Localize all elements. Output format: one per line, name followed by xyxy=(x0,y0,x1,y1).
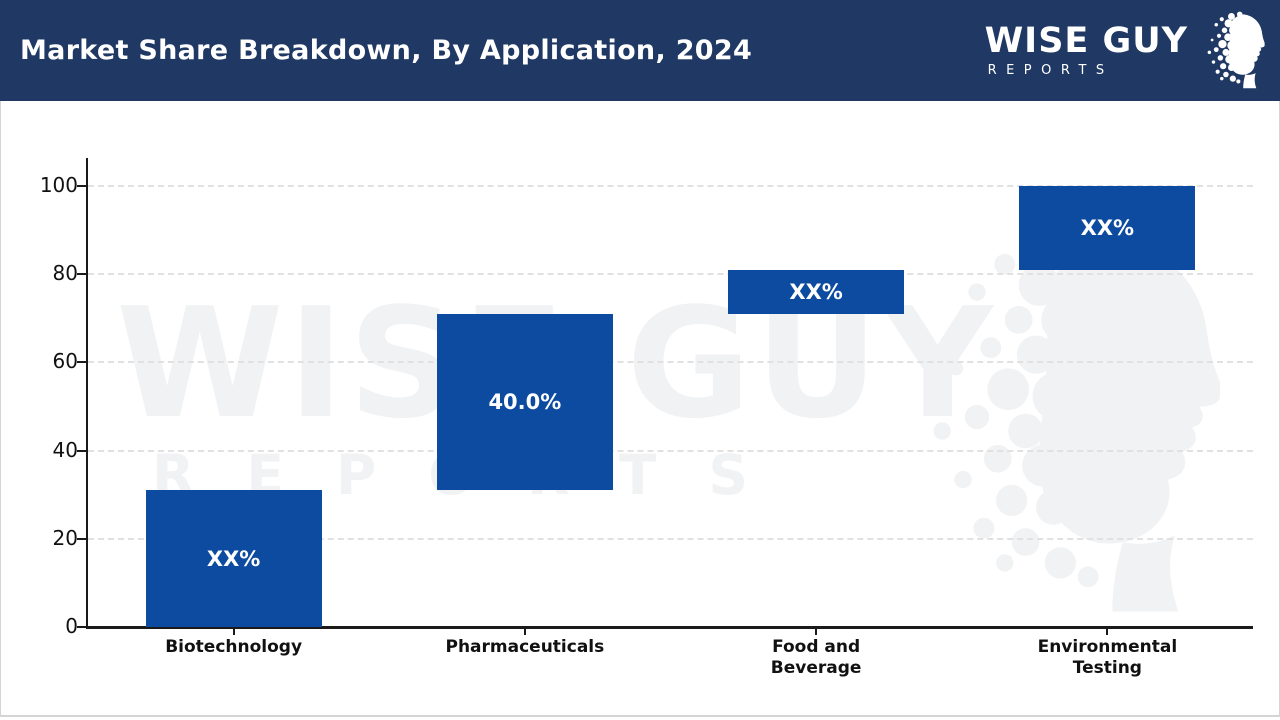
page-title: Market Share Breakdown, By Application, … xyxy=(20,35,753,66)
bar-value-label: XX% xyxy=(1080,215,1135,240)
logo-wordmark: WISE GUY xyxy=(984,21,1188,61)
y-tick-mark xyxy=(77,449,86,452)
x-tick-mark xyxy=(1106,627,1109,635)
y-tick-label: 20 xyxy=(52,525,78,550)
bar: XX% xyxy=(1019,186,1196,270)
wiseguy-logo: WISE GUY REPORTS xyxy=(985,10,1266,92)
gridline xyxy=(88,361,1253,364)
y-tick-mark xyxy=(77,626,86,628)
x-tick-mark xyxy=(232,627,235,635)
x-tick-mark xyxy=(815,627,818,635)
bar: XX% xyxy=(145,490,322,627)
logo-text: WISE GUY REPORTS xyxy=(984,21,1188,78)
y-tick-mark xyxy=(77,273,86,276)
y-tick-mark xyxy=(77,361,86,364)
y-tick-label: 0 xyxy=(65,614,78,638)
x-tick-label: Environmental Testing xyxy=(1037,637,1178,679)
y-tick-label: 100 xyxy=(39,173,78,197)
logo-subtext: REPORTS xyxy=(987,63,1114,78)
bar: 40.0% xyxy=(436,313,613,491)
gridline xyxy=(88,273,1253,276)
y-tick-label: 40 xyxy=(52,437,78,462)
y-tick-mark xyxy=(77,537,86,540)
bar: XX% xyxy=(728,269,905,314)
x-axis-line xyxy=(86,626,1253,629)
y-tick-mark xyxy=(77,185,86,187)
bar-value-label: XX% xyxy=(206,546,261,571)
bar-value-label: XX% xyxy=(789,279,843,304)
y-tick-label: 60 xyxy=(52,349,78,374)
x-tick-label: Biotechnology xyxy=(165,637,303,657)
header-bar: Market Share Breakdown, By Application, … xyxy=(0,0,1280,101)
bar-value-label: 40.0% xyxy=(488,390,562,415)
x-tick-label: Pharmaceuticals xyxy=(445,637,605,657)
y-tick-label: 80 xyxy=(52,261,78,286)
gridline xyxy=(88,449,1253,452)
face-profile-dots-icon xyxy=(1207,11,1265,88)
y-axis-line xyxy=(86,158,88,627)
gridline xyxy=(88,537,1253,540)
gridline xyxy=(88,185,1253,187)
x-tick-label: Food and Beverage xyxy=(770,637,862,679)
x-tick-mark xyxy=(523,627,526,635)
